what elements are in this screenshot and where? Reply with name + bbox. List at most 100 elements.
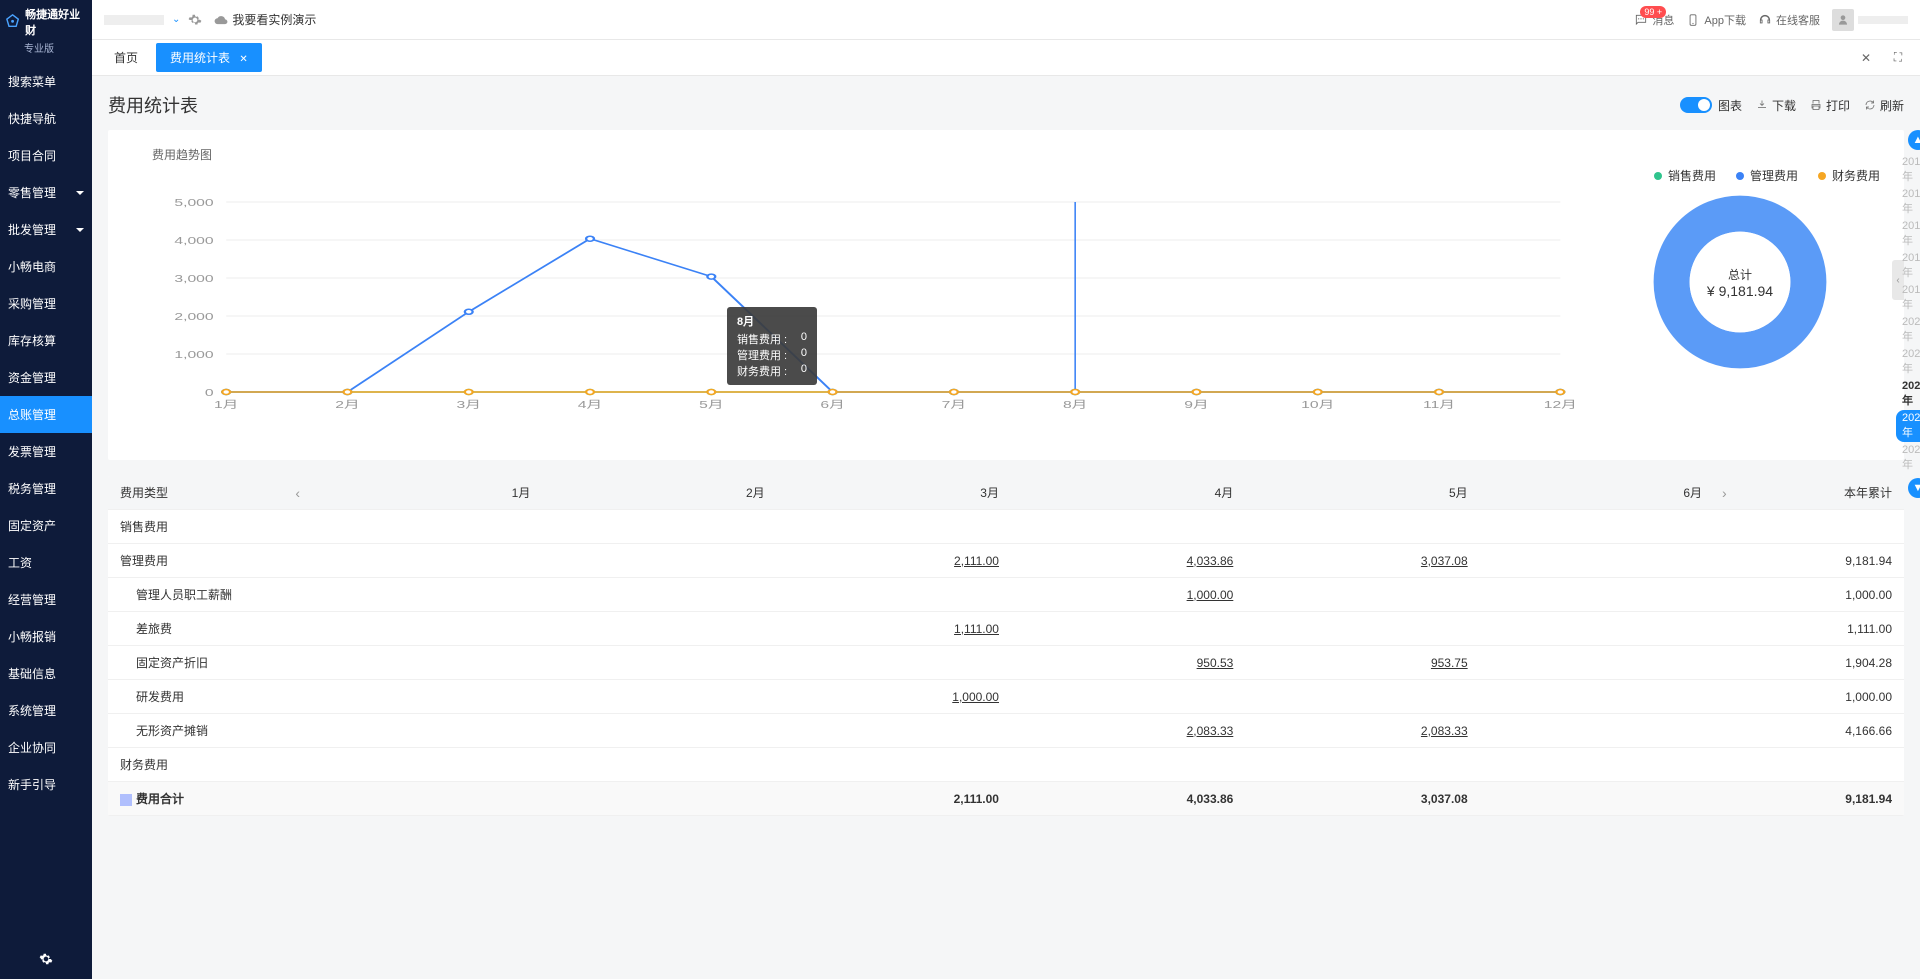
total-cell: 2,111.00 xyxy=(777,782,1011,816)
svg-text:8月: 8月 xyxy=(1063,399,1087,410)
close-icon[interactable]: ✕ xyxy=(239,54,247,65)
headset-icon xyxy=(1758,13,1772,27)
chart-legend: 销售费用 管理费用 财务费用 xyxy=(132,167,1880,184)
print-icon xyxy=(1810,99,1822,111)
app-download-button[interactable]: App下载 xyxy=(1686,12,1746,28)
legend-item[interactable]: 财务费用 xyxy=(1818,167,1880,184)
year-option[interactable]: 2020年 xyxy=(1896,314,1920,346)
tab-home[interactable]: 首页 xyxy=(100,43,152,72)
svg-text:12月: 12月 xyxy=(1544,399,1576,410)
sidebar-item[interactable]: 零售管理 xyxy=(0,174,92,211)
cell[interactable]: 1,000.00 xyxy=(1011,578,1245,612)
year-option[interactable]: 2022年 xyxy=(1896,378,1920,410)
cell[interactable]: 950.53 xyxy=(1011,646,1245,680)
svg-text:0: 0 xyxy=(205,387,214,398)
cell[interactable]: 4,033.86 xyxy=(1011,544,1245,578)
content: 费用统计表 图表 下载 打印 刷新 费用趋势图 销售费用管理费用财务费用 01,… xyxy=(92,76,1920,979)
year-option[interactable]: 2024年 xyxy=(1896,442,1920,474)
donut-value: ¥ 9,181.94 xyxy=(1707,283,1773,299)
cloud-icon xyxy=(214,13,228,27)
year-option[interactable]: 2021年 xyxy=(1896,346,1920,378)
sidebar-item[interactable]: 总账管理 xyxy=(0,396,92,433)
svg-text:5月: 5月 xyxy=(699,399,723,410)
sidebar-item[interactable]: 基础信息 xyxy=(0,655,92,692)
sidebar-item[interactable]: 小畅电商 xyxy=(0,248,92,285)
toggle-label: 图表 xyxy=(1718,97,1742,114)
sidebar-item[interactable]: 资金管理 xyxy=(0,359,92,396)
settings-button[interactable] xyxy=(0,942,92,979)
sidebar-item[interactable]: 批发管理 xyxy=(0,211,92,248)
year-option[interactable]: 2017年 xyxy=(1896,218,1920,250)
chevron-down-icon xyxy=(76,228,84,232)
sidebar-item[interactable]: 企业协同 xyxy=(0,729,92,766)
cell xyxy=(1480,748,1714,782)
year-option[interactable]: 2019年 xyxy=(1896,282,1920,314)
year-option[interactable]: 2023年 xyxy=(1896,410,1920,442)
sidebar-item[interactable]: 发票管理 xyxy=(0,433,92,470)
support-button[interactable]: 在线客服 xyxy=(1758,12,1820,28)
chevron-down-icon: ⌄ xyxy=(172,14,180,25)
sidebar-item-label: 快捷导航 xyxy=(8,110,56,127)
cell xyxy=(1480,544,1714,578)
sidebar-item[interactable]: 搜索菜单 xyxy=(0,63,92,100)
year-option[interactable]: 2015年 xyxy=(1896,154,1920,186)
total-cell: 4,033.86 xyxy=(1011,782,1245,816)
cell[interactable]: 1,000.00 xyxy=(777,680,1011,714)
sidebar-item[interactable]: 项目合同 xyxy=(0,137,92,174)
svg-text:6月: 6月 xyxy=(820,399,844,410)
cell xyxy=(308,646,542,680)
print-button[interactable]: 打印 xyxy=(1810,97,1850,114)
cell xyxy=(308,714,542,748)
sidebar-item[interactable]: 快捷导航 xyxy=(0,100,92,137)
download-label: App下载 xyxy=(1704,12,1746,28)
tab-expense-report[interactable]: 费用统计表 ✕ xyxy=(156,43,262,72)
cell[interactable]: 1,111.00 xyxy=(777,612,1011,646)
sidebar-item-label: 搜索菜单 xyxy=(8,73,56,90)
cell-ytd: 1,904.28 xyxy=(1714,646,1904,680)
messages-button[interactable]: 99 + 消息 xyxy=(1634,12,1674,28)
sidebar-item-label: 固定资产 xyxy=(8,517,56,534)
sidebar-item[interactable]: 固定资产 xyxy=(0,507,92,544)
cell[interactable]: 2,083.33 xyxy=(1011,714,1245,748)
year-up-button[interactable]: ▲ xyxy=(1908,130,1920,150)
chart-toggle[interactable] xyxy=(1680,97,1712,113)
tab-label: 首页 xyxy=(114,51,138,65)
sidebar-item[interactable]: 小畅报销 xyxy=(0,618,92,655)
svg-text:5,000: 5,000 xyxy=(174,197,213,208)
brand-edition: 专业版 xyxy=(0,40,92,63)
fullscreen-button[interactable]: ⛶ xyxy=(1884,50,1912,65)
legend-item[interactable]: 销售费用 xyxy=(1654,167,1716,184)
sidebar-item[interactable]: 工资 xyxy=(0,544,92,581)
close-tabs-button[interactable]: ✕ xyxy=(1852,51,1880,65)
year-option[interactable]: 2018年 xyxy=(1896,250,1920,282)
user-menu[interactable] xyxy=(1832,9,1908,31)
cell xyxy=(542,680,776,714)
prev-months-button[interactable]: ‹ xyxy=(295,485,300,501)
demo-label: 我要看实例演示 xyxy=(232,11,316,28)
cell[interactable]: 2,083.33 xyxy=(1245,714,1479,748)
refresh-button[interactable]: 刷新 xyxy=(1864,97,1904,114)
cell xyxy=(542,578,776,612)
org-selector[interactable]: ⌄ xyxy=(104,13,202,27)
sidebar-item[interactable]: 系统管理 xyxy=(0,692,92,729)
legend-item[interactable]: 管理费用 xyxy=(1736,167,1798,184)
cell[interactable]: 2,111.00 xyxy=(777,544,1011,578)
cell xyxy=(308,544,542,578)
sidebar-item[interactable]: 经营管理 xyxy=(0,581,92,618)
next-months-button[interactable]: › xyxy=(1722,485,1727,501)
year-down-button[interactable]: ▼ xyxy=(1908,478,1920,498)
sidebar-item-label: 新手引导 xyxy=(8,776,56,793)
cell[interactable]: 953.75 xyxy=(1245,646,1479,680)
sidebar-item[interactable]: 库存核算 xyxy=(0,322,92,359)
total-cell xyxy=(308,782,542,816)
year-option[interactable]: 2016年 xyxy=(1896,186,1920,218)
download-button[interactable]: 下载 xyxy=(1756,97,1796,114)
cell[interactable]: 3,037.08 xyxy=(1245,544,1479,578)
sidebar-item-label: 小畅报销 xyxy=(8,628,56,645)
sidebar-item[interactable]: 新手引导 xyxy=(0,766,92,803)
sidebar-item[interactable]: 税务管理 xyxy=(0,470,92,507)
row-label: 财务费用 xyxy=(108,748,308,782)
sidebar-item-label: 企业协同 xyxy=(8,739,56,756)
sidebar-item[interactable]: 采购管理 xyxy=(0,285,92,322)
demo-link[interactable]: 我要看实例演示 xyxy=(214,11,316,28)
